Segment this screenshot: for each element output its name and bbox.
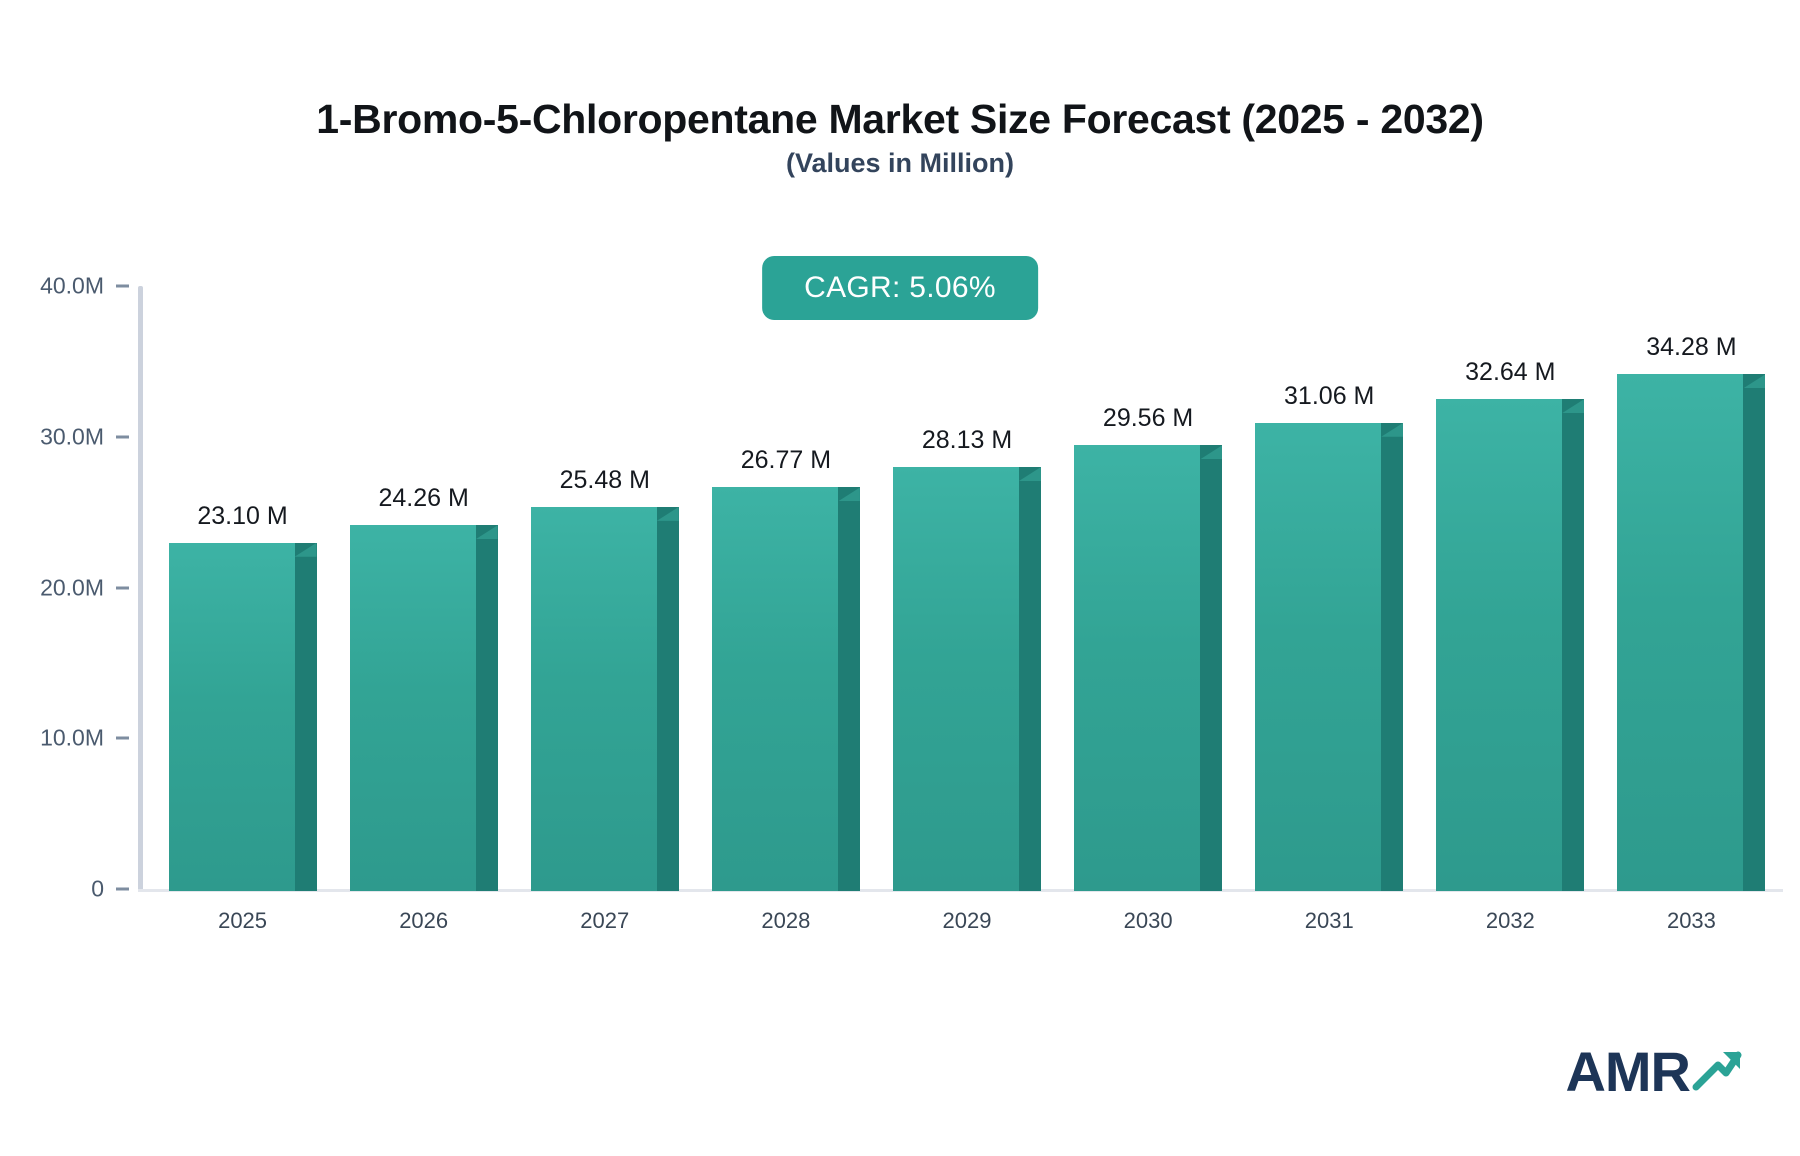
y-axis-tick-mark [116, 284, 129, 288]
bar-side-face [1381, 422, 1404, 891]
x-axis-tick-label: 2028 [761, 908, 811, 933]
bar-series: 23.10 M 2025 24.26 M 2026 25.48 M 2027 26.77 M… [152, 286, 1782, 933]
x-axis-tick-label: 2029 [942, 908, 992, 933]
bar-front-face [1255, 422, 1382, 891]
y-axis-tick-mark [116, 887, 129, 891]
bar-front-face [892, 466, 1019, 891]
y-axis-tick-label: 0 [91, 875, 104, 902]
bar-value-label: 25.48 M [559, 465, 650, 494]
bar-group: 31.06 M 2031 [1239, 286, 1420, 933]
bar[interactable] [1255, 422, 1404, 891]
y-axis-tick-mark [116, 736, 129, 740]
bar-value-label: 24.26 M [378, 484, 469, 513]
y-axis-tick-label: 30.0M [40, 423, 104, 450]
bar[interactable] [1617, 374, 1766, 891]
bar-front-face [530, 506, 657, 891]
y-axis-tick-mark [116, 435, 129, 439]
x-axis-tick-label: 2032 [1485, 908, 1535, 933]
bar-front-face [349, 525, 476, 891]
bar-side-face [475, 525, 498, 891]
bar-group: 29.56 M 2030 [1058, 286, 1239, 933]
x-axis-tick-label: 2030 [1123, 908, 1173, 933]
amr-logo-text: AMR [1565, 1040, 1691, 1103]
x-axis-tick-label: 2033 [1666, 908, 1716, 933]
bar-side-face [1018, 466, 1041, 891]
bar[interactable] [711, 487, 860, 891]
bar[interactable] [1074, 445, 1223, 891]
bar[interactable] [349, 525, 498, 891]
bar-group: 28.13 M 2029 [876, 286, 1057, 933]
bar-value-label: 28.13 M [921, 425, 1013, 454]
bar-side-face [1200, 445, 1223, 891]
y-axis-tick-label: 10.0M [40, 724, 104, 751]
bar-side-face [1743, 374, 1766, 891]
x-axis-tick-label: 2031 [1304, 908, 1354, 933]
bar-front-face [168, 542, 295, 891]
bar-side-face [837, 487, 860, 891]
bar-value-label: 23.10 M [197, 501, 288, 530]
bar-group: 24.26 M 2026 [333, 286, 514, 933]
bar-value-label: 32.64 M [1465, 357, 1556, 386]
bar-group: 34.28 M 2033 [1601, 286, 1782, 933]
page-title: 1-Bromo-5-Chloropentane Market Size Fore… [316, 96, 1484, 142]
plot-area: 0 10.0M 20.0M 30.0M 40.0M 23.10 M 2025 24.26 M… [40, 273, 1788, 933]
bar-value-label: 29.56 M [1102, 404, 1194, 433]
bar-group: 23.10 M 2025 [152, 286, 333, 933]
amr-logo: AMR [1565, 1044, 1742, 1100]
bar-side-face [1562, 398, 1585, 891]
bar-group: 26.77 M 2028 [695, 286, 876, 933]
bar-front-face [711, 487, 838, 891]
x-axis-tick-label: 2027 [580, 908, 630, 933]
y-axis-tick-label: 20.0M [40, 574, 104, 600]
bar[interactable] [1436, 398, 1585, 891]
bar[interactable] [168, 542, 317, 891]
bar-front-face [1074, 445, 1201, 891]
bar[interactable] [892, 466, 1041, 891]
y-axis-tick-label: 40.0M [40, 272, 104, 299]
x-axis-tick-label: 2025 [218, 908, 268, 933]
y-axis-line [138, 286, 143, 891]
bar-value-label: 26.77 M [740, 446, 832, 475]
bar-group: 32.64 M 2032 [1420, 286, 1601, 933]
cagr-badge: CAGR: 5.06% [762, 256, 1038, 320]
growth-arrow-icon [1692, 1049, 1742, 1096]
bar[interactable] [530, 506, 679, 891]
bar-front-face [1436, 398, 1563, 891]
y-axis-tick-mark [116, 586, 129, 589]
page-subtitle: (Values in Million) [785, 148, 1015, 178]
x-axis-tick-label: 2026 [399, 908, 449, 933]
bar-side-face [294, 542, 317, 891]
bar-value-label: 31.06 M [1284, 381, 1375, 410]
bar-front-face [1617, 374, 1744, 891]
bar-side-face [656, 506, 679, 891]
bar-group: 25.48 M 2027 [514, 286, 695, 933]
bar-value-label: 34.28 M [1646, 333, 1737, 362]
